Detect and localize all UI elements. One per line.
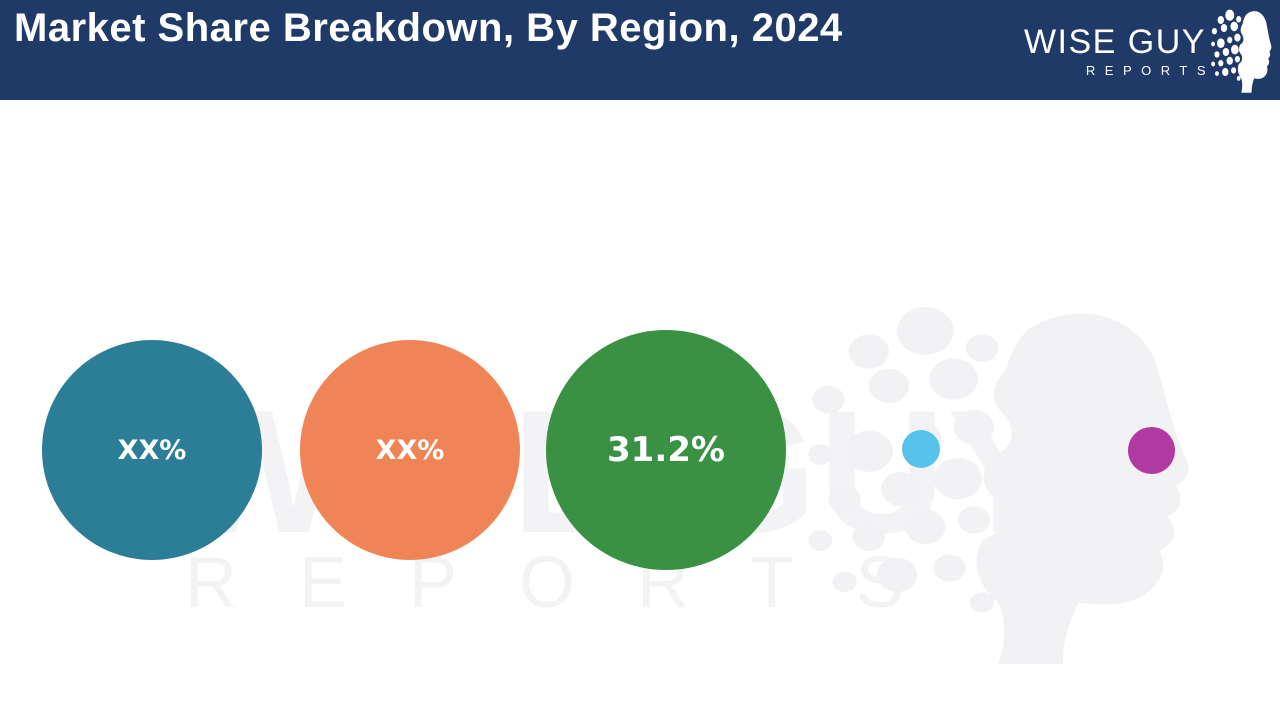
brand-subtitle: REPORTS <box>1085 63 1215 78</box>
bubble-mea <box>1127 426 1175 474</box>
page-title: Market Share Breakdown, By Region, 2024 <box>14 6 843 50</box>
brand-text: WISE GUY REPORTS <box>1024 24 1206 78</box>
bubble-europe: XX% <box>300 340 520 560</box>
bubble-value-label: 31.2% <box>607 430 725 470</box>
brand-name: WISE GUY <box>1023 23 1206 61</box>
bubble-value-label: XX% <box>117 434 187 466</box>
bubble-apac: 31.2% <box>546 330 786 570</box>
bubble-value-label: XX% <box>375 434 445 466</box>
logo-head-icon <box>1211 9 1272 93</box>
bubble-south-america <box>902 430 940 468</box>
header: Market Share Breakdown, By Region, 2024 … <box>0 0 1280 100</box>
chart-area: WISE GUY REPORTS XX% XX% 31.2% North Ame… <box>0 100 1280 720</box>
watermark-head-icon <box>808 306 1189 665</box>
bubble-north-america: XX% <box>42 340 262 560</box>
brand-logo: WISE GUY REPORTS <box>1022 6 1272 96</box>
